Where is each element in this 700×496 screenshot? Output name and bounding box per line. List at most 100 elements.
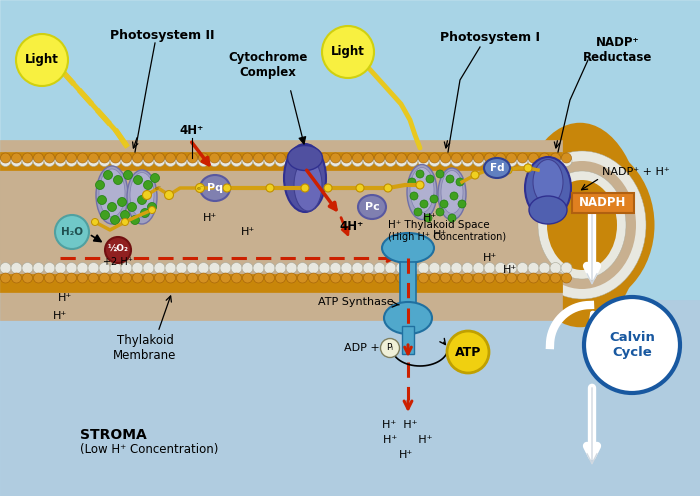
Circle shape: [130, 215, 139, 225]
Circle shape: [121, 156, 132, 167]
Text: Pc: Pc: [365, 202, 379, 212]
Circle shape: [322, 26, 374, 78]
Text: 4H⁺: 4H⁺: [180, 124, 204, 136]
Circle shape: [242, 262, 253, 273]
Circle shape: [105, 237, 131, 263]
Circle shape: [45, 153, 55, 163]
Circle shape: [363, 262, 374, 273]
Circle shape: [396, 273, 407, 283]
Circle shape: [504, 166, 512, 174]
Circle shape: [297, 262, 308, 273]
Circle shape: [550, 153, 561, 163]
Circle shape: [353, 273, 363, 283]
Circle shape: [452, 153, 461, 163]
Circle shape: [440, 273, 451, 283]
Circle shape: [253, 156, 264, 167]
Circle shape: [419, 153, 428, 163]
Text: ATP Synthase: ATP Synthase: [318, 297, 399, 307]
Circle shape: [77, 262, 88, 273]
Circle shape: [122, 219, 129, 226]
Circle shape: [539, 156, 550, 167]
Circle shape: [188, 273, 197, 283]
Text: H⁺: H⁺: [399, 450, 413, 460]
Circle shape: [88, 153, 99, 163]
Circle shape: [528, 156, 539, 167]
Circle shape: [276, 273, 286, 283]
Circle shape: [286, 156, 297, 167]
Circle shape: [198, 262, 209, 273]
Circle shape: [110, 262, 121, 273]
Circle shape: [429, 156, 440, 167]
Circle shape: [55, 153, 66, 163]
Text: +2 H⁺: +2 H⁺: [103, 257, 133, 267]
Circle shape: [66, 262, 77, 273]
Circle shape: [473, 156, 484, 167]
Circle shape: [528, 156, 539, 167]
Circle shape: [120, 210, 130, 220]
Circle shape: [143, 156, 154, 167]
Circle shape: [384, 184, 392, 192]
Text: e⁻: e⁻: [155, 186, 162, 190]
Circle shape: [77, 156, 88, 167]
Text: Pᵢ: Pᵢ: [386, 344, 393, 353]
Circle shape: [22, 156, 33, 167]
Text: H⁺: H⁺: [483, 253, 497, 263]
Circle shape: [407, 156, 418, 167]
Ellipse shape: [535, 139, 626, 310]
Circle shape: [363, 156, 374, 167]
Circle shape: [242, 156, 253, 167]
Text: H⁺: H⁺: [241, 227, 255, 237]
Circle shape: [242, 262, 253, 273]
Text: ATP: ATP: [455, 346, 481, 359]
Circle shape: [121, 262, 132, 273]
Circle shape: [187, 262, 198, 273]
Circle shape: [220, 262, 231, 273]
Circle shape: [55, 262, 66, 273]
Circle shape: [286, 273, 297, 283]
Circle shape: [165, 156, 176, 167]
Text: Light: Light: [25, 54, 59, 66]
Circle shape: [22, 156, 33, 167]
Circle shape: [430, 195, 438, 203]
Circle shape: [33, 262, 44, 273]
Ellipse shape: [438, 168, 466, 220]
Circle shape: [144, 181, 153, 189]
Circle shape: [199, 153, 209, 163]
Circle shape: [374, 273, 384, 283]
Circle shape: [164, 190, 174, 199]
Circle shape: [308, 262, 319, 273]
Circle shape: [88, 156, 99, 167]
Circle shape: [561, 156, 572, 167]
Circle shape: [407, 273, 417, 283]
Text: H⁺      H⁺: H⁺ H⁺: [384, 435, 433, 445]
Circle shape: [440, 153, 451, 163]
Text: NADP⁺ + H⁺: NADP⁺ + H⁺: [602, 167, 670, 177]
Circle shape: [484, 156, 495, 167]
Circle shape: [132, 156, 143, 167]
Circle shape: [517, 153, 528, 163]
Circle shape: [176, 153, 186, 163]
Circle shape: [462, 156, 473, 167]
Circle shape: [286, 156, 297, 167]
Circle shape: [495, 156, 506, 167]
Circle shape: [419, 273, 428, 283]
Circle shape: [396, 156, 407, 167]
Circle shape: [45, 273, 55, 283]
Circle shape: [11, 273, 22, 283]
Text: (Low H⁺ Concentration): (Low H⁺ Concentration): [80, 443, 218, 456]
Circle shape: [44, 262, 55, 273]
Circle shape: [88, 273, 99, 283]
Circle shape: [198, 156, 209, 167]
Circle shape: [356, 184, 364, 192]
Circle shape: [484, 273, 494, 283]
Circle shape: [447, 331, 489, 373]
Circle shape: [308, 262, 319, 273]
Circle shape: [363, 262, 374, 273]
Circle shape: [473, 273, 484, 283]
Circle shape: [430, 273, 440, 283]
Circle shape: [33, 262, 44, 273]
Circle shape: [123, 171, 132, 180]
Ellipse shape: [538, 171, 626, 279]
Circle shape: [209, 273, 220, 283]
Bar: [0, 300, 700, 496]
